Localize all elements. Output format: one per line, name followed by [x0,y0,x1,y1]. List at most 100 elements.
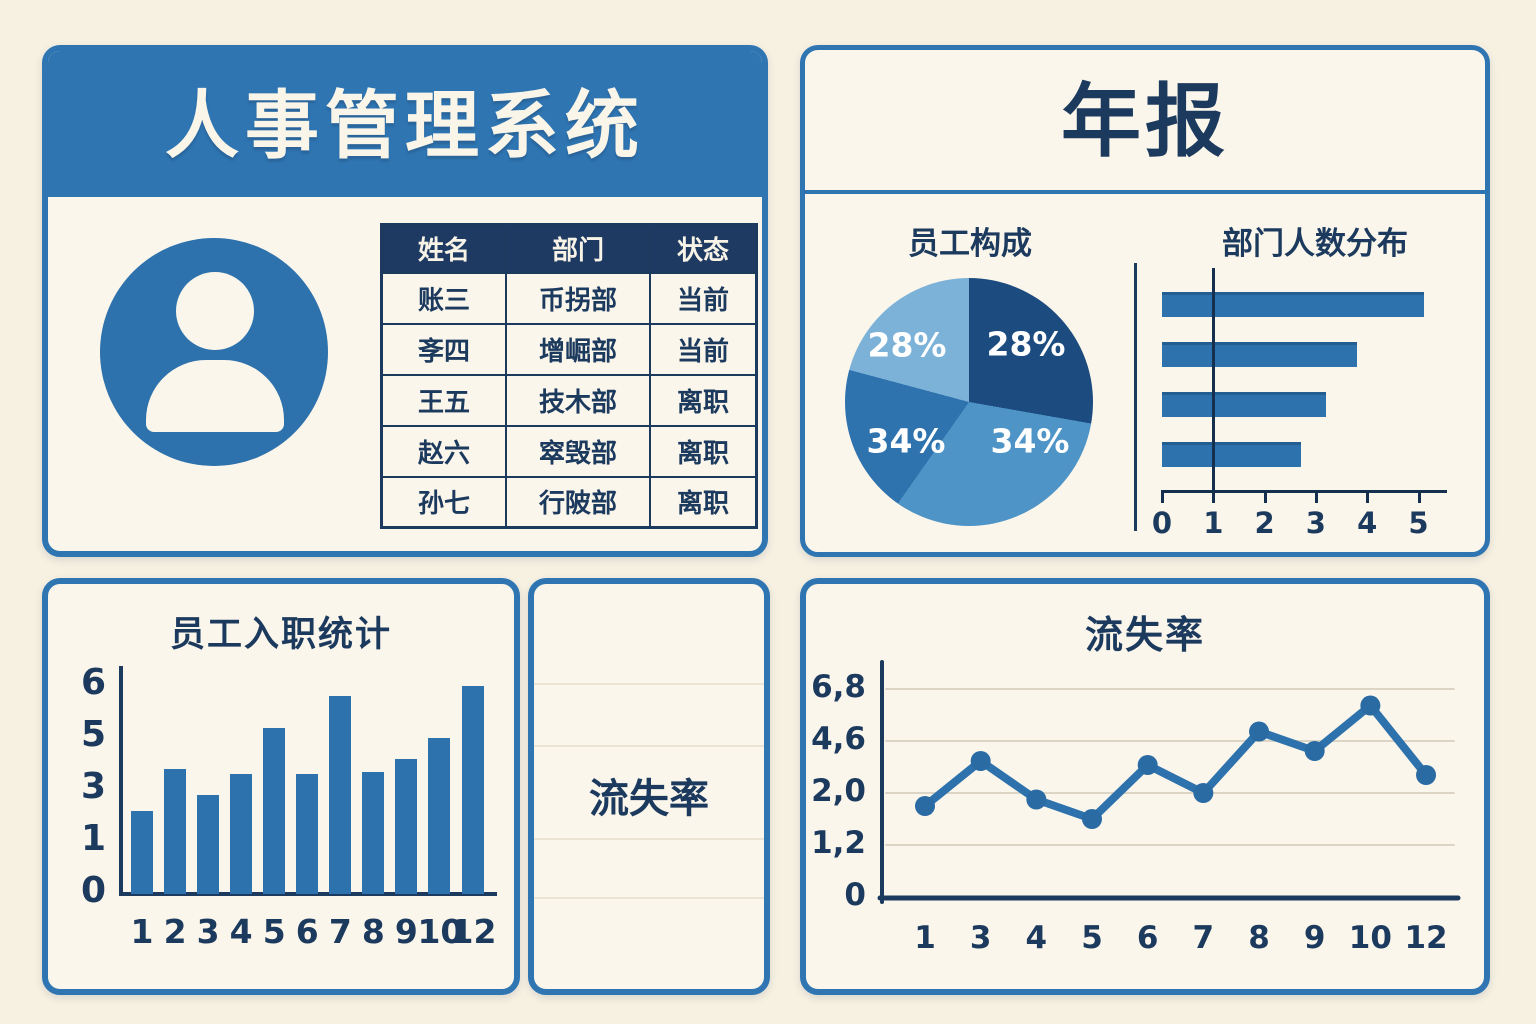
table-cell: 离职 [649,424,758,478]
bar [131,810,153,894]
line-chart-title: 流失率 [1084,613,1205,657]
data-point [1360,695,1381,716]
separator-line [534,745,764,747]
bar [395,758,418,894]
tick-label: 4,6 [811,721,866,757]
bar [164,769,187,894]
tick-label: 2,0 [811,773,866,809]
axis-tick [1417,490,1421,503]
employee-table: 姓名 部门 状态 账三 币拐部 当前 斈四 增崛部 当前 王五 技木部 离职 赵六 窣毁部 离职 孙七 行陂部… [380,223,758,529]
bar [428,738,451,894]
tick-label: 1,2 [811,825,866,861]
tick-label: 3 [80,766,106,807]
column-header: 姓名 [380,223,507,274]
tick-label: 4 [1357,506,1378,540]
bar [329,696,352,894]
hbar-chart-title: 部门人数分布 [1222,226,1408,262]
x-axis [1162,490,1447,493]
table-row: 赵六 窣毁部 离职 [380,424,758,478]
horizontal-divider [805,190,1485,194]
vertical-divider [1134,263,1137,531]
attrition-mini-label: 流失率 [589,776,709,822]
axis-tick [1366,490,1370,503]
tick-label: 10 [1348,920,1392,956]
data-point [1082,809,1103,829]
bar [230,774,253,894]
avatar [100,238,328,466]
tick-label: 1 [914,920,936,956]
employee-table-body: 账三 币拐部 当前 斈四 增崛部 当前 王五 技木部 离职 赵六 窣毁部 离职 孙七 行陂部 离职 [380,271,758,529]
hr-panel: 人事管理系统 姓名 部门 状态 账三 币拐部 当前 斈四 增崛部 当前 王五 技木部 离职 赵六 窣毁部… [42,45,768,557]
person-icon-body [146,360,284,432]
onboarding-panel: 员工入职统计 0 1 3 5 6 1 2 3 4 5 6 7 8 9 10 12 [42,578,520,995]
bar [1162,292,1424,317]
table-cell: 孙七 [380,475,507,529]
separator-line [534,897,764,899]
tick-label: 5 [80,714,106,755]
tick-label: 4 [229,912,253,951]
tick-label: 12 [450,912,497,951]
table-cell: 王五 [380,373,507,427]
tick-label: 6 [80,662,106,703]
table-cell: 离职 [649,475,758,529]
table-cell: 技木部 [505,373,651,427]
bar [461,686,484,894]
vbar-chart: 0 1 3 5 6 1 2 3 4 5 6 7 8 9 10 12 [48,584,514,989]
tick-label: 0 [1151,506,1173,540]
pie-chart: 28% 34% 34% 28% [845,278,1093,526]
tick-label: 1 [130,912,154,951]
line-chart-canvas [877,660,1461,904]
pie-slice-label: 28% [867,325,947,365]
tick-label: 9 [1303,920,1326,956]
tick-label: 5 [1408,506,1429,540]
tick-label: 1 [80,818,106,859]
vbar-chart-title: 员工入职统计 [169,615,392,655]
y-axis [119,666,123,896]
tick-label: 5 [1081,920,1103,956]
tick-label: 6,8 [811,669,866,705]
table-row: 账三 币拐部 当前 [380,271,758,325]
annual-report-title: 年报 [1061,75,1229,168]
axis-tick [1314,490,1318,503]
column-header: 部门 [505,223,651,274]
table-cell: 离职 [649,373,758,427]
tick-label: 4 [1025,920,1048,956]
bar [197,795,220,894]
hr-panel-header: 人事管理系统 [48,51,762,197]
tick-label: 12 [1404,920,1448,956]
x-axis [119,892,497,896]
table-cell: 赵六 [380,424,507,478]
bar [362,771,385,894]
tick-label: 7 [328,912,352,951]
table-row: 孙七 行陂部 离职 [380,475,758,529]
column-header: 状态 [649,223,758,274]
table-row: 王五 技木部 离职 [380,373,758,427]
tick-label: 3 [969,920,992,956]
table-cell: 当前 [649,271,758,325]
reference-line [1212,268,1216,490]
line-chart: 0 1,2 2,0 4,6 6,8 1 3 4 5 6 7 8 9 10 12 [806,584,1484,989]
tick-label: 2 [1254,506,1275,540]
tick-label: 8 [361,912,385,951]
table-cell: 窣毁部 [505,424,651,478]
bar [1162,342,1357,367]
tick-label: 6 [1136,920,1159,956]
tick-label: 1 [1203,506,1224,540]
attrition-mini-panel: 流失率 [528,578,770,995]
axis-tick [1263,490,1267,503]
pie-slice-label: 34% [990,421,1070,461]
data-point [1304,741,1325,761]
tick-label: 3 [1305,506,1326,540]
data-point [1416,765,1437,785]
data-point [915,796,935,816]
table-row: 斈四 增崛部 当前 [380,322,758,376]
table-cell: 斈四 [380,322,507,376]
employee-table-head: 姓名 部门 状态 [380,223,758,274]
tick-label: 5 [262,912,286,951]
table-cell: 行陂部 [505,475,651,529]
tick-label: 0 [844,877,866,913]
pie-chart-title: 员工构成 [908,226,1032,262]
page-title: 人事管理系统 [165,83,645,169]
